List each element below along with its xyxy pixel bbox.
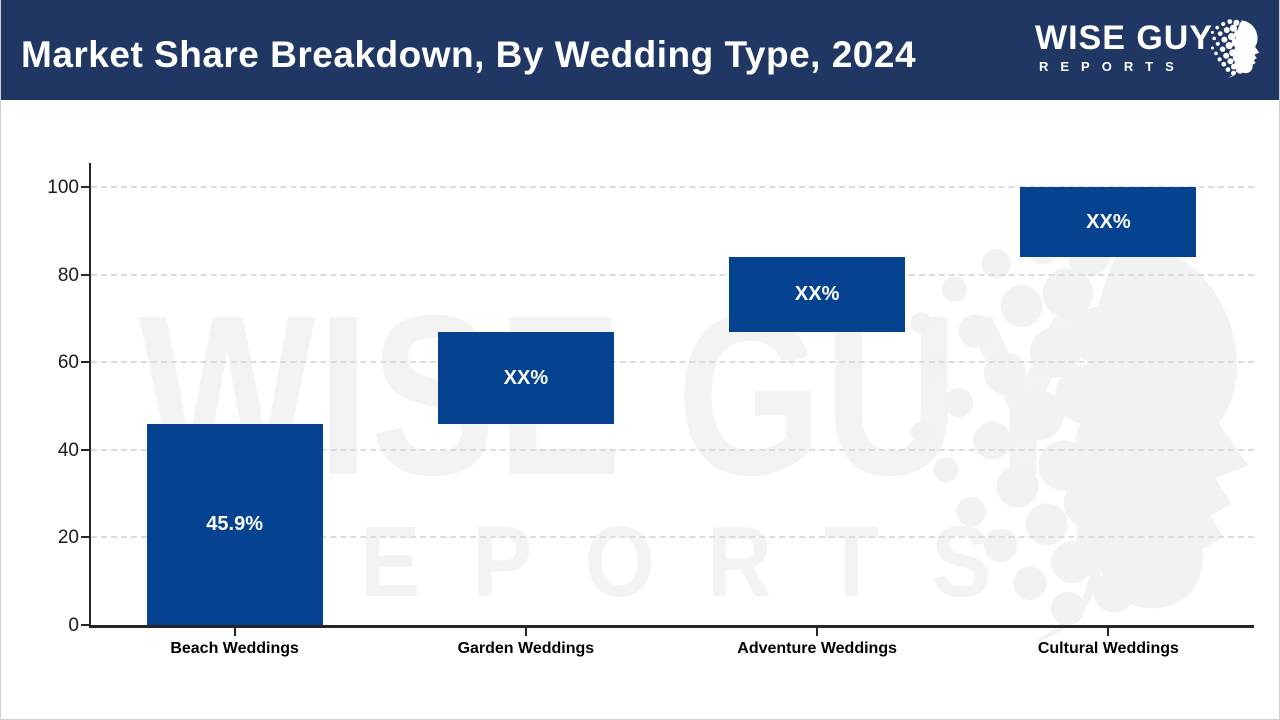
y-axis-tick-label: 80 [57,264,79,286]
brand-face-icon [1210,19,1260,78]
y-axis-line [89,163,91,627]
y-gridline [91,273,1254,276]
x-axis-tick [524,628,527,636]
header-banner: Market Share Breakdown, By Wedding Type,… [1,0,1279,100]
y-axis-tick [81,186,89,188]
y-axis-tick [81,361,89,364]
brand-logo: WISE GUY REPORTS [1007,0,1267,100]
y-axis-tick [81,273,89,276]
bar-value-label: 45.9% [206,513,263,536]
x-axis-tick [1107,628,1110,636]
bar-value-label: XX% [503,366,549,389]
y-gridline [91,536,1254,539]
x-axis-category-label: Adventure Weddings [737,640,897,657]
x-axis-category-label: Cultural Weddings [1037,640,1179,657]
x-axis-category-label: Beach Weddings [170,640,299,657]
watermark-brand-line2: REPORTS [243,506,1044,618]
waterfall-bar: XX% [437,331,614,424]
waterfall-bar: XX% [1020,187,1197,258]
brand-name: WISE GUY [1035,19,1214,57]
x-axis-tick [816,628,819,636]
chart-title: Market Share Breakdown, By Wedding Type,… [21,34,917,75]
y-axis-tick-label: 0 [68,615,79,636]
watermark-dotted-face [910,230,1249,642]
y-axis-tick-label: 60 [57,352,79,374]
y-axis-tick [81,536,89,539]
bar-value-label: XX% [794,283,840,306]
y-axis-tick [81,448,89,451]
y-axis-tick-label: 20 [57,527,79,549]
y-axis-tick-label: 100 [47,177,79,198]
y-gridline [91,448,1254,451]
bar-value-label: XX% [1086,211,1131,234]
x-axis-category-label: Garden Weddings [457,640,595,657]
x-axis-tick [233,628,236,636]
y-axis-tick-label: 40 [57,439,79,461]
y-gridline [91,186,1254,188]
brand-subname: REPORTS [1039,59,1186,74]
x-axis-line [89,625,1254,628]
waterfall-bar: 45.9% [146,423,323,625]
y-gridline [91,361,1254,364]
y-axis-tick [81,624,89,626]
waterfall-bar: XX% [729,257,906,332]
